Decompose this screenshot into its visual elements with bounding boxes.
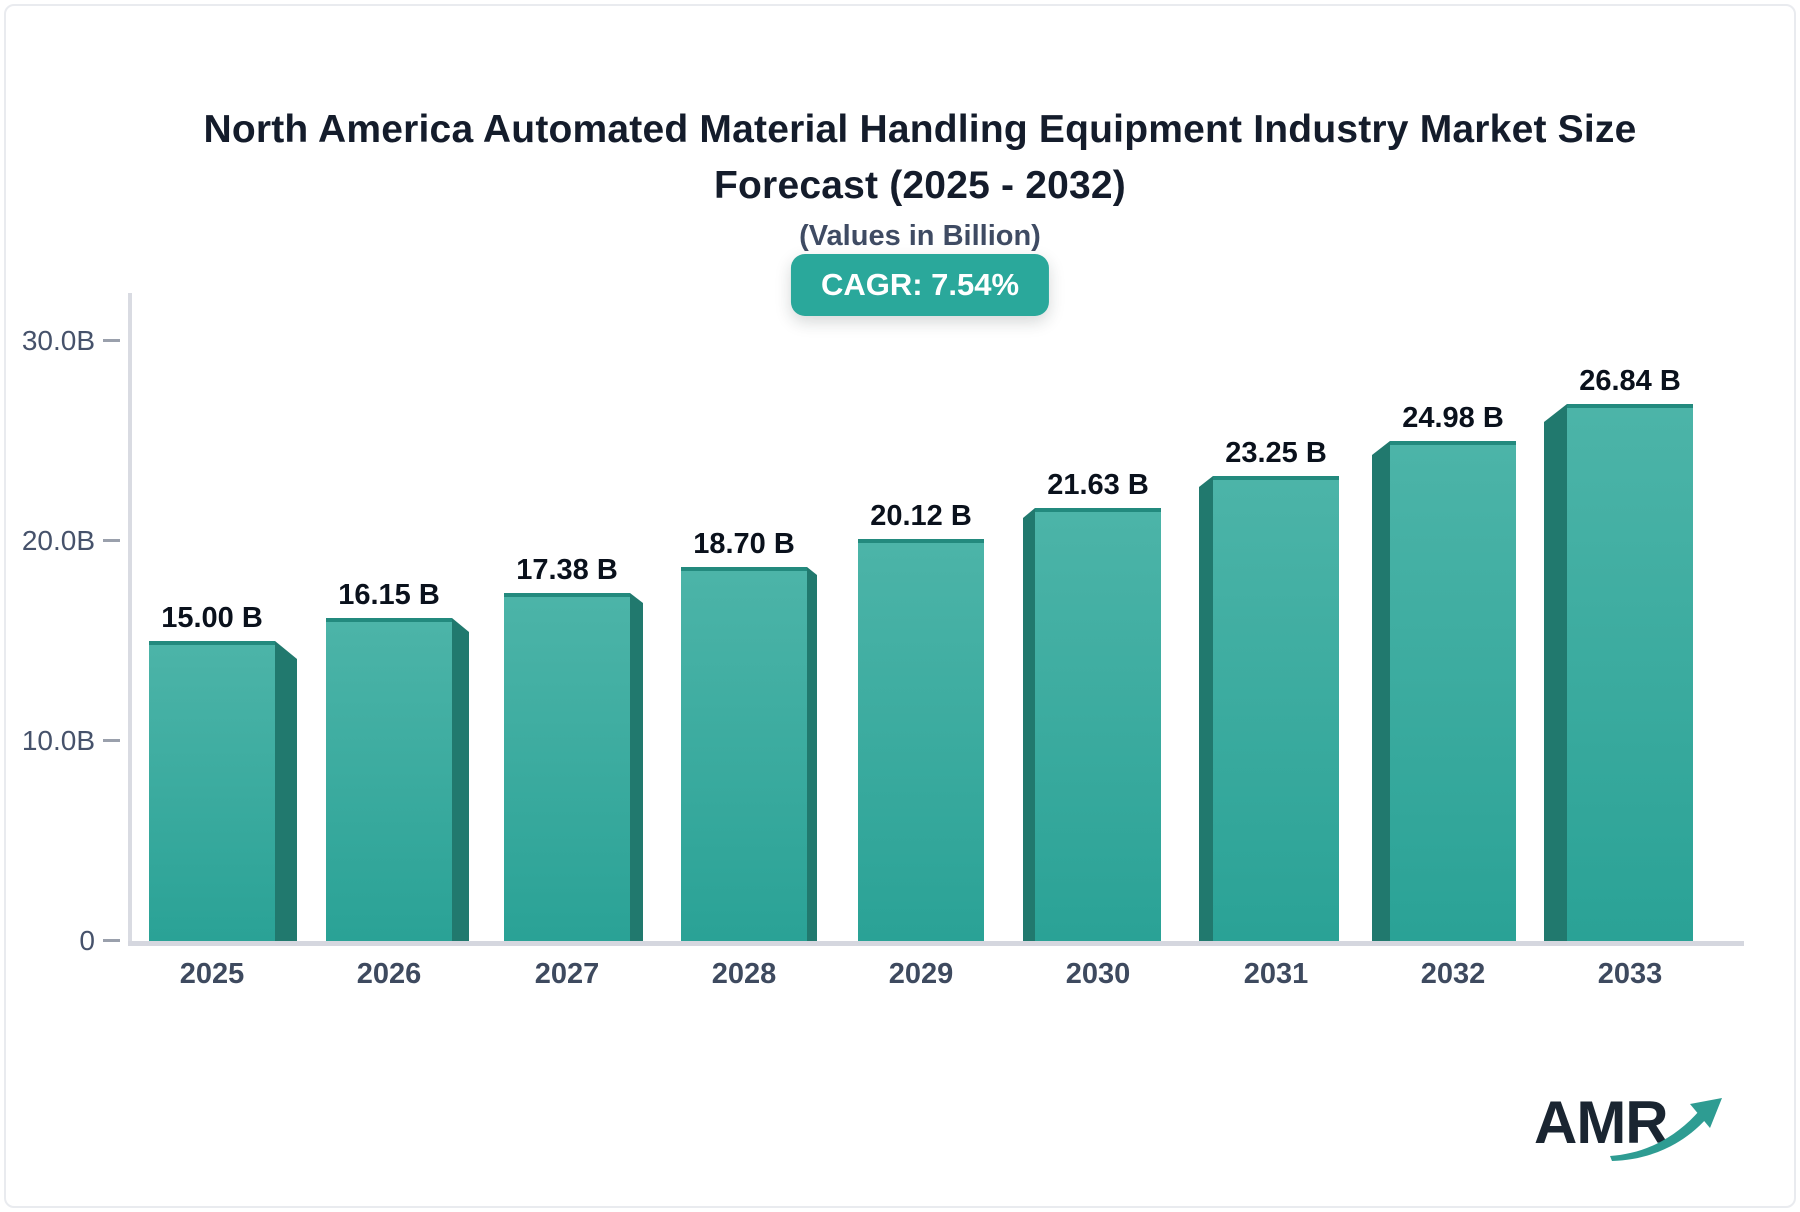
chart-title-line-1: North America Automated Material Handlin…: [203, 108, 1637, 151]
y-axis-tick-label: 10.0B: [21, 725, 95, 756]
y-axis-tick-label: 20.0B: [21, 525, 95, 556]
bar-value-label: 26.84 B: [1579, 365, 1681, 397]
bar-value-label: 20.12 B: [870, 500, 972, 532]
growth-arrow-icon: [1610, 1098, 1722, 1161]
logo-text: AMR: [1534, 1089, 1669, 1156]
x-axis-label: 2033: [1597, 958, 1663, 990]
x-axis-line: [128, 941, 1744, 946]
amr-logo: AMR: [1530, 1088, 1730, 1168]
bar-value-label: 16.15 B: [338, 579, 440, 611]
x-axis-label: 2026: [356, 958, 422, 990]
x-axis-label: 2025: [179, 958, 245, 990]
x-axis-label: 2031: [1243, 958, 1309, 990]
y-axis-tick-mark: [103, 339, 120, 342]
cagr-badge: CAGR: 7.54%: [790, 254, 1050, 316]
bar-side-face: [1199, 476, 1213, 941]
x-axis-label: 2027: [534, 958, 600, 990]
x-axis-label: 2032: [1420, 958, 1486, 990]
bar-value-label: 15.00 B: [161, 602, 263, 634]
bar[interactable]: [1035, 508, 1161, 941]
bar[interactable]: [326, 618, 452, 941]
bar[interactable]: [681, 567, 807, 941]
y-axis-tick-mark: [103, 539, 120, 542]
bar-value-label: 23.25 B: [1225, 437, 1327, 469]
y-axis-tick-mark: [103, 939, 120, 942]
bar[interactable]: [1390, 441, 1516, 941]
bar-side-face: [807, 567, 817, 941]
chart-title-line-2: Forecast (2025 - 2032): [714, 164, 1126, 207]
bar-value-label: 21.63 B: [1047, 469, 1149, 501]
bar[interactable]: [504, 593, 630, 941]
y-axis-tick-mark: [103, 739, 120, 742]
chart-subtitle: (Values in Billion): [799, 220, 1041, 252]
y-axis-tick-label: 0: [79, 925, 95, 956]
x-axis-label: 2029: [888, 958, 954, 990]
bar-side-face: [452, 618, 469, 941]
x-axis-label: 2030: [1065, 958, 1131, 990]
bar-side-face: [630, 593, 643, 941]
bar[interactable]: [149, 641, 275, 941]
bar-side-face: [1023, 508, 1035, 941]
bar-side-face: [1372, 441, 1390, 941]
bar-side-face: [275, 641, 297, 941]
bar[interactable]: [1213, 476, 1339, 941]
y-axis-tick-label: 30.0B: [21, 325, 95, 356]
y-axis-line: [128, 293, 132, 945]
bar-value-label: 24.98 B: [1402, 402, 1504, 434]
bar[interactable]: [1567, 404, 1693, 941]
bar-value-label: 18.70 B: [693, 528, 795, 560]
x-axis-label: 2028: [711, 958, 777, 990]
bar-side-face: [1544, 404, 1567, 941]
bar[interactable]: [858, 539, 984, 941]
bar-value-label: 17.38 B: [516, 554, 618, 586]
